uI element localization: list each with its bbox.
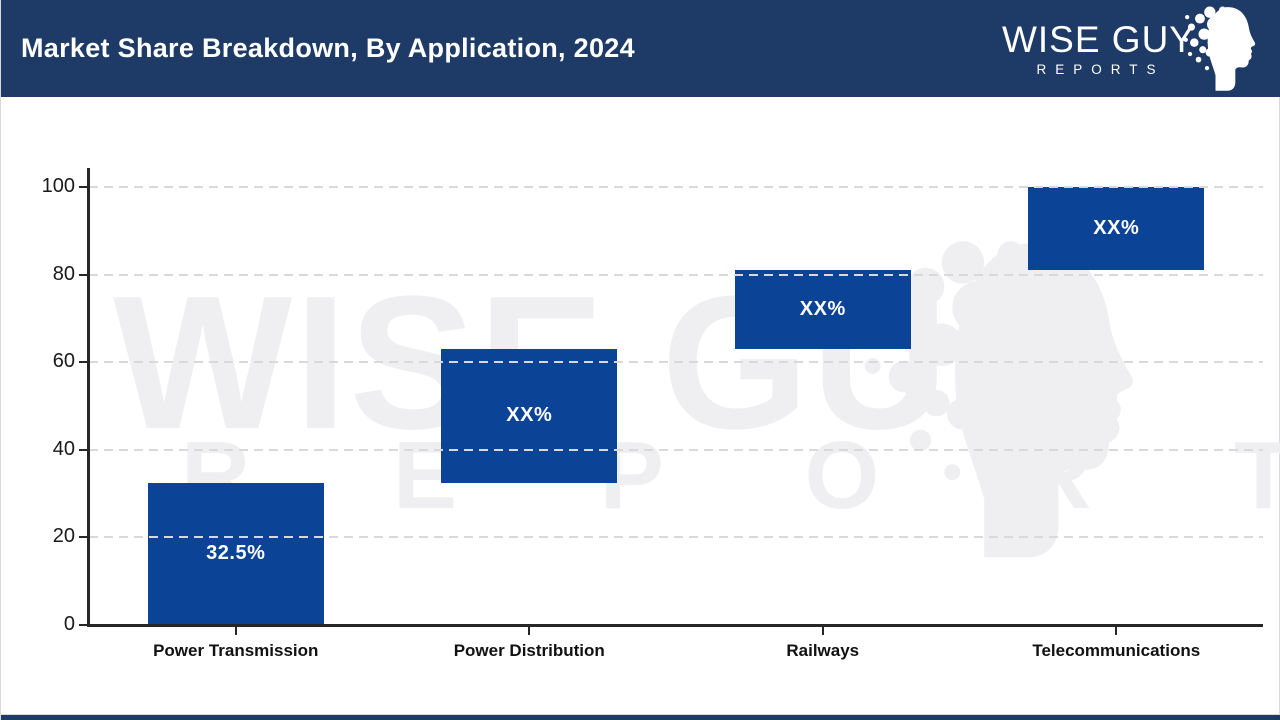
gridline-40: [89, 448, 1263, 451]
chart-title: Market Share Breakdown, By Application, …: [21, 33, 635, 63]
bar-label: XX%: [1093, 217, 1140, 240]
bar-label: XX%: [506, 404, 553, 427]
y-tick-label: 0: [63, 613, 75, 635]
x-tick-mark: [821, 627, 824, 635]
x-tick-mark: [1115, 627, 1118, 635]
x-tick-mark: [234, 627, 237, 635]
logo-text: WISE GUY REPORTS: [1002, 21, 1195, 77]
x-tick-label: Railways: [786, 641, 860, 660]
bar-telecommunications: XX%: [1028, 187, 1205, 271]
bar-railways: XX%: [734, 270, 911, 350]
gridline-80: [89, 273, 1263, 276]
x-axis: [87, 624, 1263, 627]
y-tick-label: 100: [41, 175, 75, 197]
x-tick-label: Power Distribution: [453, 641, 605, 660]
y-tick-mark: [79, 448, 88, 451]
header-bar: Market Share Breakdown, By Application, …: [1, 0, 1280, 97]
y-tick-label: 60: [52, 350, 75, 373]
x-tick-label: Telecommunications: [1032, 641, 1201, 660]
bar-label: 32.5%: [206, 542, 266, 565]
gridline-100: [89, 186, 1263, 188]
y-tick-mark: [79, 186, 88, 188]
y-axis: [87, 168, 90, 627]
logo-subtext: REPORTS: [1036, 61, 1165, 77]
logo-wordmark: WISE GUY: [1001, 18, 1195, 60]
y-tick-label: 40: [52, 437, 75, 460]
footer-bar: [1, 715, 1280, 720]
gridline-60: [89, 361, 1263, 364]
y-tick-mark: [79, 624, 88, 626]
gridline-20: [89, 536, 1263, 539]
bar-label: XX%: [799, 298, 846, 321]
wiseguy-logo: WISE GUY REPORTS: [1002, 0, 1267, 97]
bottom-edge-line: [1, 714, 1280, 715]
x-tick-mark: [528, 627, 531, 635]
y-tick-label: 80: [52, 262, 75, 285]
y-tick-mark: [79, 536, 88, 539]
y-tick-mark: [79, 361, 88, 364]
y-tick-mark: [79, 273, 88, 276]
y-tick-label: 20: [52, 525, 75, 548]
bar-power-transmission: 32.5%: [147, 482, 324, 625]
bar-power-distribution: XX%: [441, 349, 618, 483]
x-tick-label: Power Transmission: [153, 641, 319, 660]
